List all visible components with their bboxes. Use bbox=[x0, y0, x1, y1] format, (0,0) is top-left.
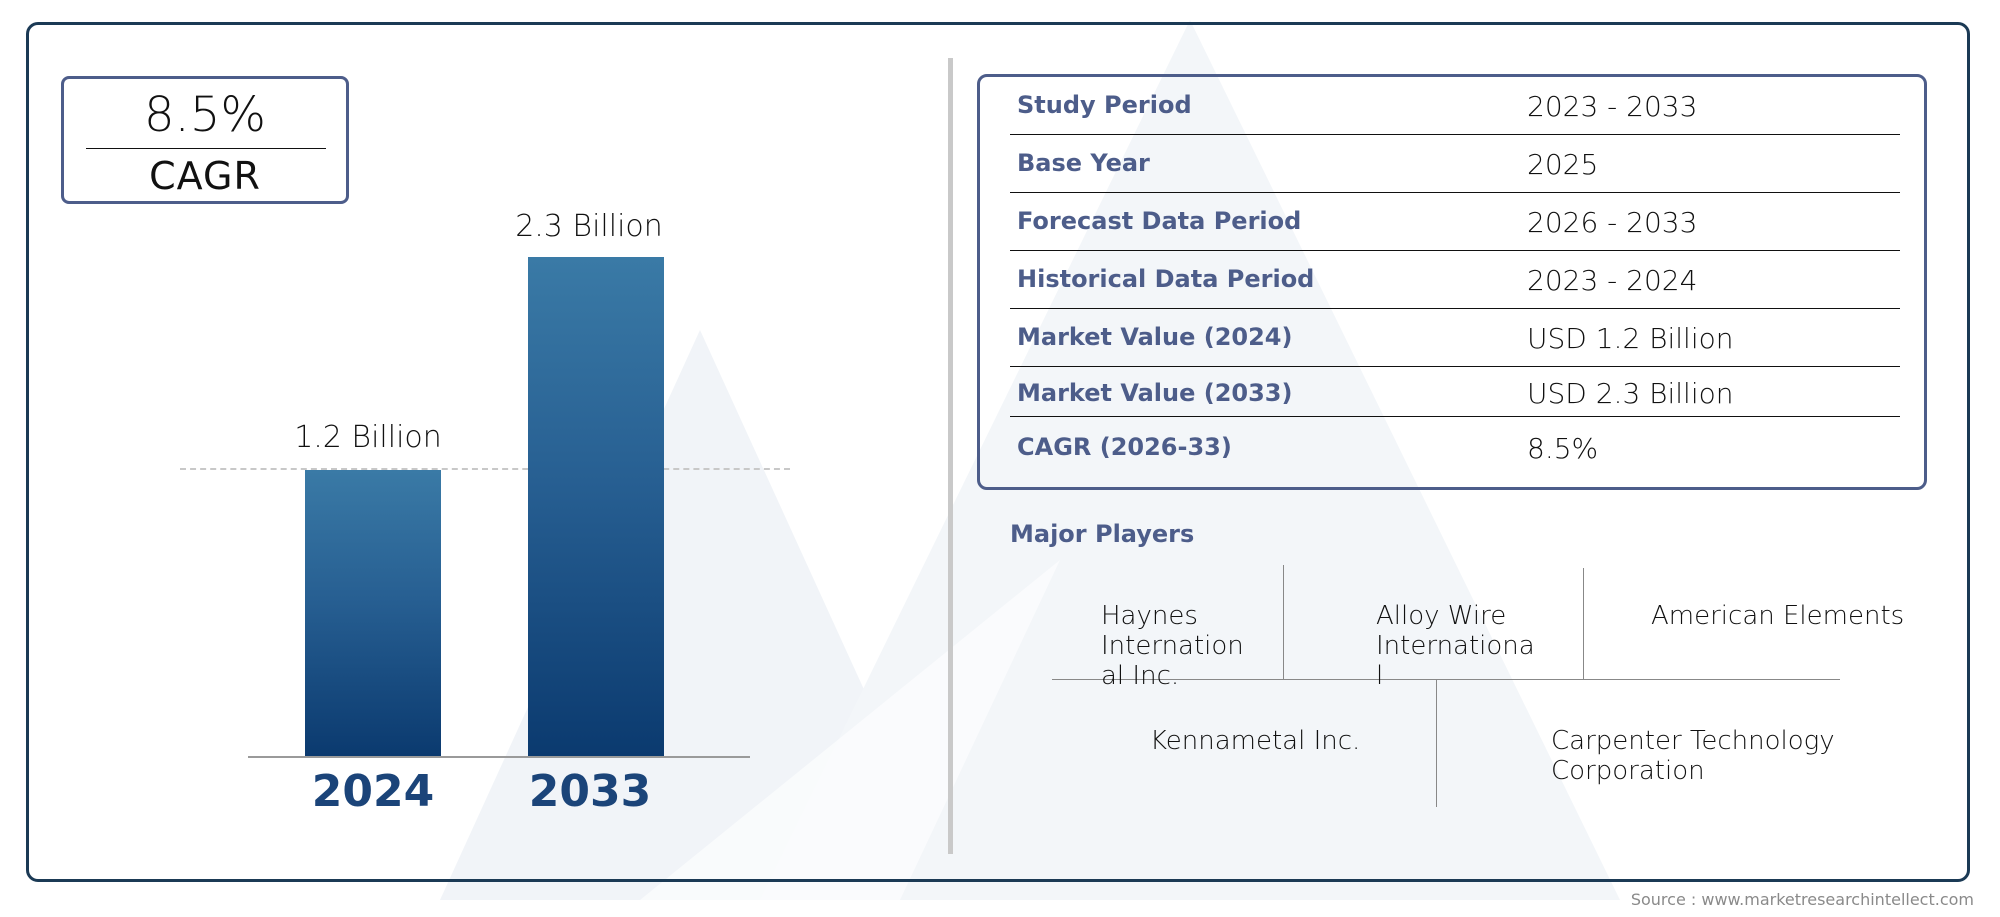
row-value: USD 2.3 Billion bbox=[1527, 377, 1734, 410]
player-alloy-wire: Alloy Wire Internationa l bbox=[1376, 601, 1535, 691]
source-credit: Source : www.marketresearchintellect.com bbox=[1630, 890, 1974, 909]
table-row: Study Period 2023 - 2033 bbox=[1010, 77, 1900, 135]
row-key: Historical Data Period bbox=[1017, 265, 1315, 293]
player-american-elements: American Elements bbox=[1651, 601, 1905, 631]
row-value: 2023 - 2024 bbox=[1527, 264, 1698, 297]
row-key: CAGR (2026-33) bbox=[1017, 433, 1232, 461]
table-row: Market Value (2024) USD 1.2 Billion bbox=[1010, 309, 1900, 367]
cagr-label: CAGR bbox=[149, 154, 261, 198]
player-kennametal: Kennametal Inc. bbox=[1150, 726, 1361, 756]
table-row: Forecast Data Period 2026 - 2033 bbox=[1010, 193, 1900, 251]
row-divider bbox=[1010, 134, 1900, 135]
player-divider bbox=[1436, 680, 1437, 807]
x-axis-line bbox=[248, 756, 750, 758]
row-divider bbox=[1010, 366, 1900, 367]
row-divider bbox=[1010, 416, 1900, 417]
bar-2024 bbox=[305, 470, 441, 756]
player-carpenter: Carpenter Technology Corporation bbox=[1551, 726, 1835, 786]
row-value: 2023 - 2033 bbox=[1527, 90, 1698, 123]
player-row-divider bbox=[1052, 679, 1840, 680]
major-players-title: Major Players bbox=[1010, 520, 1195, 548]
summary-table: Study Period 2023 - 2033 Base Year 2025 … bbox=[977, 74, 1927, 490]
row-value: USD 1.2 Billion bbox=[1527, 322, 1734, 355]
table-row: Historical Data Period 2023 - 2024 bbox=[1010, 251, 1900, 309]
player-haynes: Haynes Internation al Inc. bbox=[1101, 601, 1244, 691]
x-tick-2024: 2024 bbox=[311, 766, 435, 817]
table-row: Base Year 2025 bbox=[1010, 135, 1900, 193]
bar-2033 bbox=[528, 257, 664, 756]
row-key: Market Value (2033) bbox=[1017, 379, 1293, 407]
row-key: Market Value (2024) bbox=[1017, 323, 1293, 351]
row-value: 8.5% bbox=[1527, 432, 1599, 465]
row-divider bbox=[1010, 308, 1900, 309]
bar-value-label-2033: 2.3 Billion bbox=[515, 209, 663, 244]
cagr-divider bbox=[86, 148, 326, 149]
player-divider bbox=[1283, 565, 1284, 679]
row-key: Forecast Data Period bbox=[1017, 207, 1302, 235]
row-key: Study Period bbox=[1017, 91, 1192, 119]
table-row: CAGR (2026-33) 8.5% bbox=[1010, 417, 1900, 475]
vertical-divider bbox=[948, 58, 953, 854]
x-tick-2033: 2033 bbox=[528, 766, 652, 817]
row-value: 2025 bbox=[1527, 148, 1599, 181]
table-row: Market Value (2033) USD 2.3 Billion bbox=[1010, 367, 1900, 417]
reference-dashed-line bbox=[180, 468, 790, 470]
row-value: 2026 - 2033 bbox=[1527, 206, 1698, 239]
row-divider bbox=[1010, 192, 1900, 193]
row-divider bbox=[1010, 250, 1900, 251]
cagr-card: 8.5% CAGR bbox=[61, 76, 349, 204]
bar-value-label-2024: 1.2 Billion bbox=[294, 420, 442, 455]
player-divider bbox=[1583, 568, 1584, 679]
row-key: Base Year bbox=[1017, 149, 1150, 177]
cagr-value: 8.5% bbox=[144, 87, 266, 143]
infographic-frame bbox=[26, 22, 1970, 882]
